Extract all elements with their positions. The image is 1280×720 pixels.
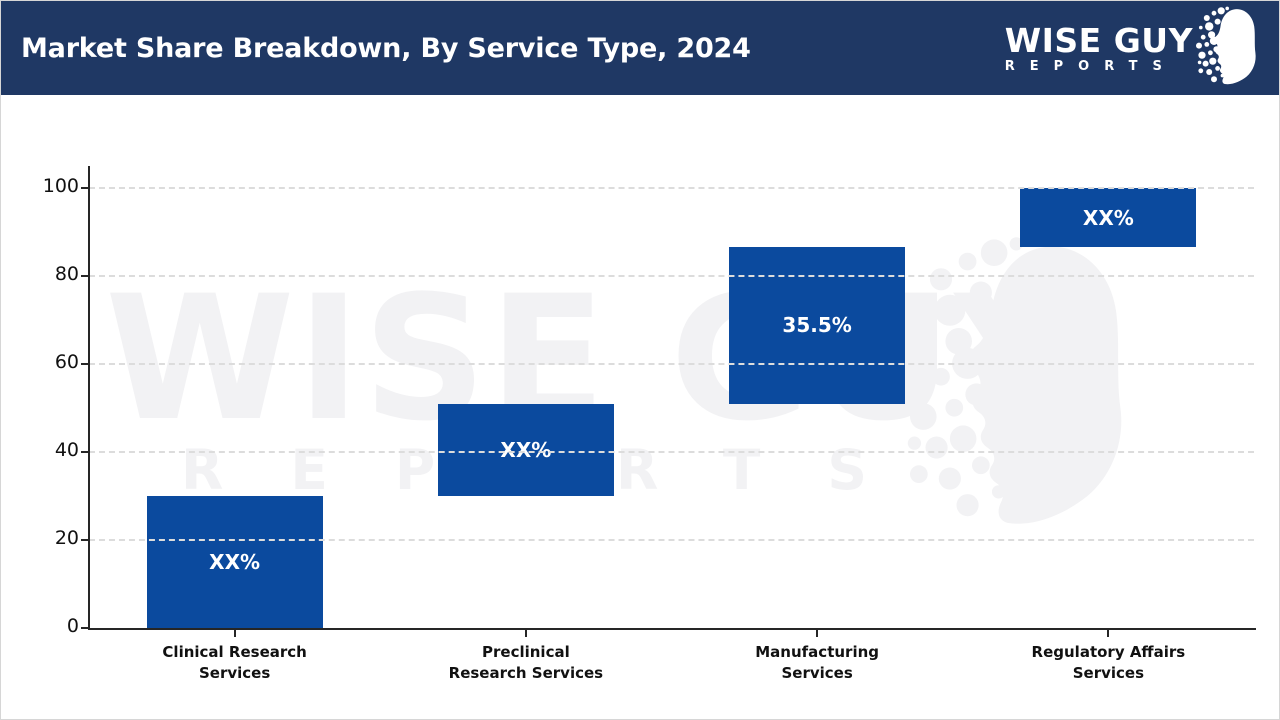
y-axis-spine (88, 166, 90, 630)
bars-layer: XX% XX% 35.5% XX% (1, 95, 1279, 719)
y-tick-60 (81, 363, 89, 365)
brand-head-icon (1195, 6, 1269, 90)
axis-labels-layer: 0 20 40 60 80 100 Clinical Research Services Pre… (1, 95, 1279, 719)
y-tick-label-100: 100 (42, 175, 79, 197)
y-tick-label-60: 60 (54, 351, 79, 373)
x-axis-label-2: Manufacturing Services (702, 642, 932, 684)
y-tick-40 (81, 451, 89, 453)
gridline-100 (89, 187, 1254, 189)
y-tick-20 (81, 539, 89, 541)
y-tick-0 (81, 627, 89, 629)
gridline-80 (89, 275, 1254, 277)
axes-layer (1, 95, 1279, 719)
page-title: Market Share Breakdown, By Service Type,… (21, 32, 751, 64)
x-axis-label-line: Services (198, 664, 271, 682)
gridline-20 (89, 539, 1254, 541)
bar-regulatory-affairs-services: XX% (1020, 188, 1197, 248)
bar-value-label: 35.5% (782, 313, 852, 338)
bar-manufacturing-services: 35.5% (729, 247, 906, 404)
y-tick-label-20: 20 (54, 527, 79, 549)
bar-preclinical-research-services: XX% (437, 403, 614, 496)
x-axis-label-0: Clinical Research Services (120, 642, 350, 684)
chart-canvas: WISE GUY REPORTS XX%XX%35.5%XX% 02040608… (1, 95, 1279, 719)
gridline-40 (89, 451, 1254, 453)
brand-logo: WISE GUY REPORTS (1005, 6, 1269, 90)
bar-clinical-research-services: XX% (146, 496, 323, 628)
x-axis-label-line: Services (1072, 664, 1145, 682)
y-tick-label-0: 0 (66, 615, 79, 637)
gridlines-layer (1, 95, 1279, 719)
y-tick-label-80: 80 (54, 263, 79, 285)
x-tick-2 (816, 630, 819, 637)
x-axis-label-line: Preclinical (482, 643, 570, 661)
x-axis-label-line: Regulatory Affairs (1031, 643, 1186, 661)
header-bar: Market Share Breakdown, By Service Type,… (1, 1, 1279, 95)
y-tick-80 (81, 275, 89, 277)
y-tick-label-40: 40 (54, 439, 79, 461)
brand-name: WISE GUY (1004, 20, 1193, 60)
x-axis-label-line: Research Services (448, 664, 604, 682)
bar-value-label: XX% (500, 437, 552, 462)
bar-value-label: XX% (209, 550, 261, 574)
y-tick-100 (81, 187, 89, 189)
bar-value-label: XX% (1082, 205, 1134, 230)
x-axis-spine (88, 628, 1256, 630)
brand-wordmark: WISE GUY REPORTS (1005, 24, 1193, 73)
x-axis-label-1: Preclinical Research Services (411, 642, 641, 684)
x-axis-label-line: Clinical Research (162, 643, 307, 661)
brand-subtitle: REPORTS (1004, 58, 1177, 74)
x-tick-1 (524, 630, 527, 637)
x-axis-label-3: Regulatory Affairs Services (993, 642, 1223, 684)
x-axis-label-line: Services (781, 664, 853, 682)
x-axis-label-line: Manufacturing (755, 643, 879, 661)
x-tick-0 (233, 630, 236, 637)
x-tick-3 (1107, 630, 1110, 637)
gridline-60 (89, 363, 1254, 365)
